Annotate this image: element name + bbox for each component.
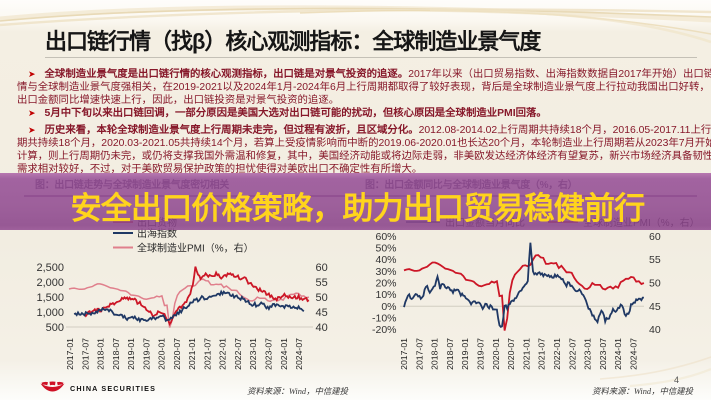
- svg-text:2021-07: 2021-07: [537, 338, 547, 370]
- svg-text:2017-07: 2017-07: [80, 338, 90, 370]
- svg-text:30%: 30%: [375, 266, 396, 278]
- svg-text:2017-07: 2017-07: [414, 338, 424, 370]
- svg-text:2017-01: 2017-01: [399, 338, 409, 370]
- svg-text:50%: 50%: [375, 243, 396, 255]
- svg-text:2022-01: 2022-01: [552, 338, 562, 370]
- svg-text:0%: 0%: [381, 301, 396, 313]
- svg-text:60: 60: [316, 262, 328, 274]
- svg-text:500: 500: [46, 322, 64, 334]
- svg-text:2018-07: 2018-07: [111, 338, 121, 370]
- svg-text:2,000: 2,000: [36, 277, 64, 289]
- svg-text:2023-07: 2023-07: [264, 338, 274, 370]
- svg-text:2024-01: 2024-01: [613, 338, 623, 370]
- svg-text:2022-07: 2022-07: [233, 338, 243, 370]
- svg-text:-10%: -10%: [372, 312, 397, 324]
- svg-text:2023-01: 2023-01: [583, 338, 593, 370]
- svg-text:2021-01: 2021-01: [521, 338, 531, 370]
- svg-text:45: 45: [316, 307, 328, 319]
- svg-text:55: 55: [316, 277, 328, 289]
- svg-text:全球制造业PMI（%，右）: 全球制造业PMI（%，右）: [137, 242, 254, 255]
- svg-text:2018-01: 2018-01: [96, 338, 106, 370]
- svg-text:-20%: -20%: [372, 324, 397, 336]
- svg-text:2019-01: 2019-01: [460, 338, 470, 370]
- svg-text:2022-01: 2022-01: [218, 338, 228, 370]
- svg-text:2020-07: 2020-07: [506, 338, 516, 370]
- svg-text:2019-01: 2019-01: [126, 338, 136, 370]
- svg-text:2024-07: 2024-07: [294, 338, 304, 370]
- svg-text:40: 40: [316, 322, 328, 334]
- svg-text:40: 40: [649, 324, 661, 336]
- svg-text:1,000: 1,000: [36, 307, 64, 319]
- svg-text:2023-01: 2023-01: [248, 338, 258, 370]
- svg-text:10%: 10%: [375, 289, 396, 301]
- svg-text:60: 60: [649, 231, 661, 243]
- svg-text:2021-07: 2021-07: [202, 338, 212, 370]
- svg-text:60%: 60%: [375, 231, 396, 243]
- svg-text:2019-07: 2019-07: [476, 338, 486, 370]
- svg-text:40%: 40%: [375, 254, 396, 266]
- svg-text:1,500: 1,500: [36, 292, 64, 304]
- svg-text:2017-01: 2017-01: [65, 338, 75, 370]
- svg-text:50: 50: [316, 292, 328, 304]
- svg-text:2020-01: 2020-01: [491, 338, 501, 370]
- svg-text:55: 55: [649, 254, 661, 266]
- svg-text:2024-01: 2024-01: [279, 338, 289, 370]
- svg-text:出海指数: 出海指数: [137, 227, 177, 240]
- svg-text:2020-01: 2020-01: [157, 338, 167, 370]
- svg-text:45: 45: [649, 301, 661, 313]
- svg-text:2023-07: 2023-07: [598, 338, 608, 370]
- svg-text:2020-07: 2020-07: [172, 338, 182, 370]
- svg-text:20%: 20%: [375, 278, 396, 290]
- svg-text:2019-07: 2019-07: [141, 338, 151, 370]
- svg-text:50: 50: [649, 278, 661, 290]
- svg-text:2022-07: 2022-07: [567, 338, 577, 370]
- svg-text:2021-01: 2021-01: [187, 338, 197, 370]
- svg-text:2018-01: 2018-01: [430, 338, 440, 370]
- svg-text:2018-07: 2018-07: [445, 338, 455, 370]
- svg-text:2,500: 2,500: [36, 262, 64, 274]
- svg-text:2024-07: 2024-07: [629, 338, 639, 370]
